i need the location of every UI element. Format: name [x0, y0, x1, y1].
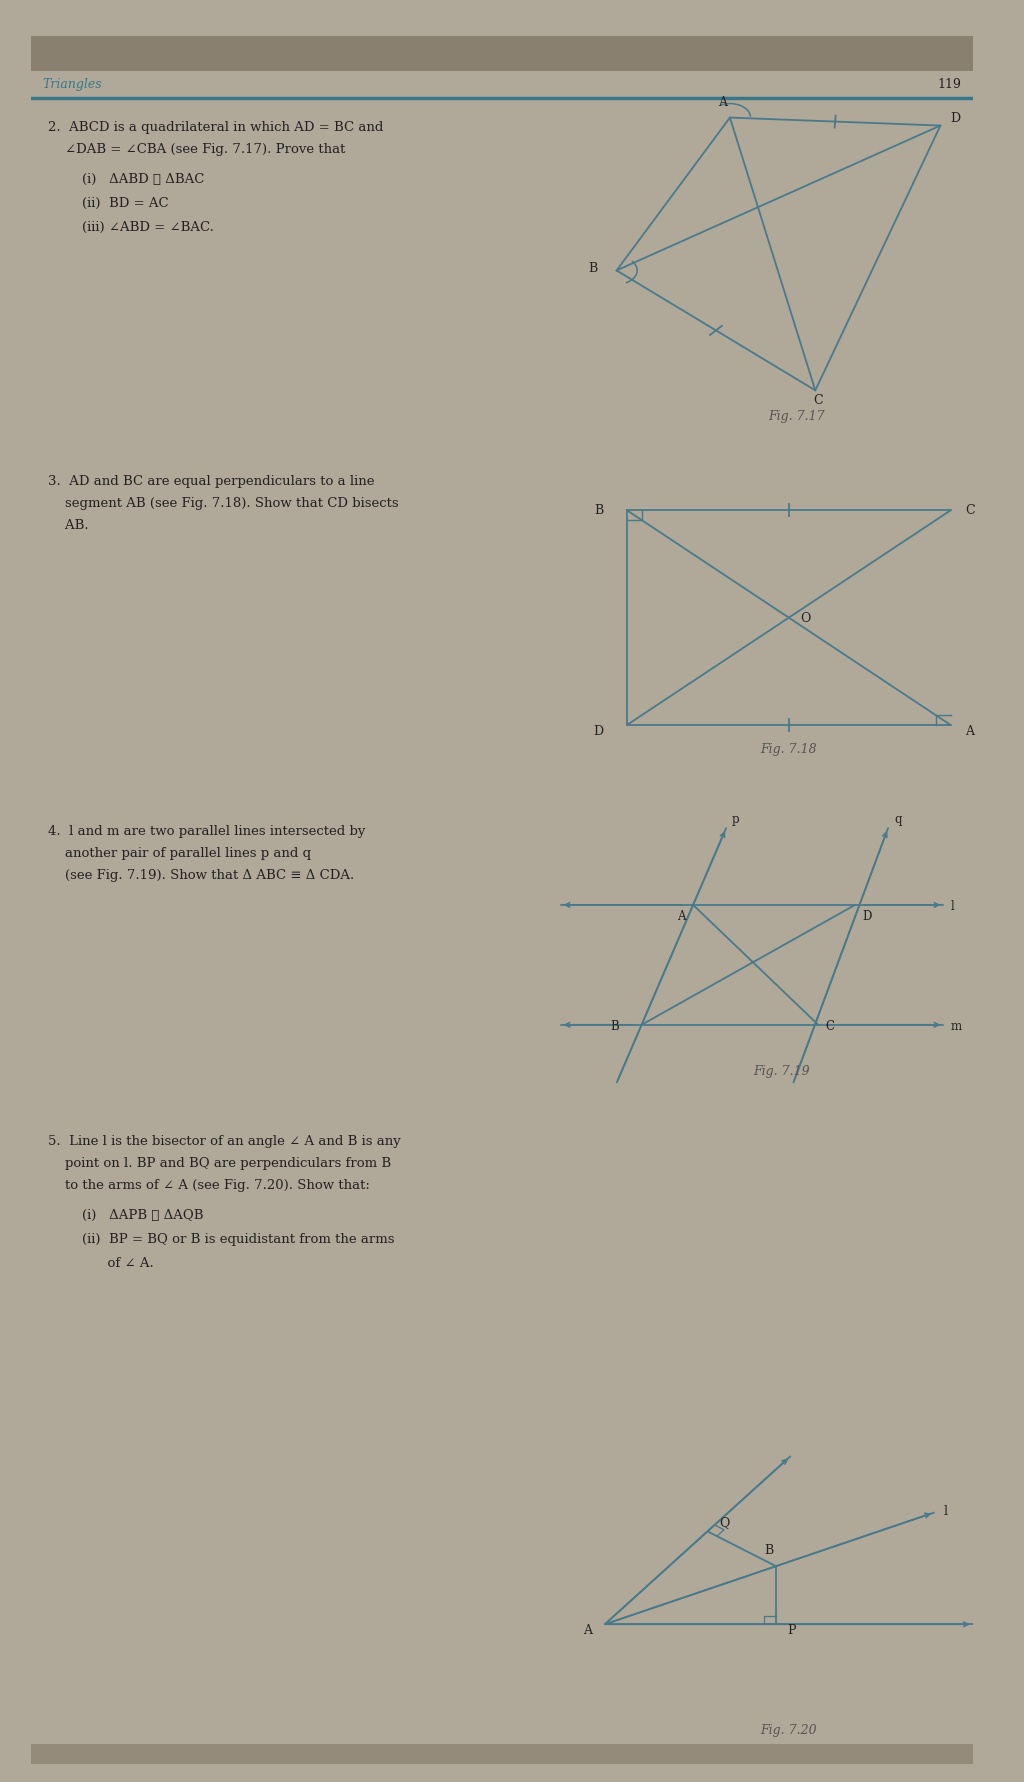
Text: 2.  ABCD is a quadrilateral in which AD = BC and: 2. ABCD is a quadrilateral in which AD =… — [48, 121, 384, 134]
Text: ∠DAB = ∠CBA (see Fig. 7.17). Prove that: ∠DAB = ∠CBA (see Fig. 7.17). Prove that — [48, 143, 346, 155]
Text: A: A — [966, 725, 975, 738]
Text: 119: 119 — [937, 78, 962, 91]
Text: point on l. BP and BQ are perpendiculars from B: point on l. BP and BQ are perpendiculars… — [48, 1157, 391, 1169]
Text: 4.  l and m are two parallel lines intersected by: 4. l and m are two parallel lines inters… — [48, 825, 366, 838]
Text: B: B — [594, 504, 603, 517]
Text: A: A — [677, 911, 686, 923]
Text: 3.  AD and BC are equal perpendiculars to a line: 3. AD and BC are equal perpendiculars to… — [48, 476, 375, 488]
Text: A: A — [583, 1623, 592, 1638]
Text: m: m — [950, 1021, 962, 1034]
Text: p: p — [732, 813, 739, 827]
Text: to the arms of ∠ A (see Fig. 7.20). Show that:: to the arms of ∠ A (see Fig. 7.20). Show… — [48, 1178, 371, 1192]
Text: B: B — [610, 1019, 620, 1034]
Text: Q: Q — [719, 1516, 730, 1529]
Text: Triangles: Triangles — [43, 78, 102, 91]
Text: (iii) ∠ABD = ∠BAC.: (iii) ∠ABD = ∠BAC. — [82, 221, 214, 233]
Text: of ∠ A.: of ∠ A. — [82, 1256, 154, 1269]
Text: q: q — [894, 813, 901, 827]
Text: (see Fig. 7.19). Show that Δ ABC ≡ Δ CDA.: (see Fig. 7.19). Show that Δ ABC ≡ Δ CDA… — [48, 870, 354, 882]
Text: Fig. 7.17: Fig. 7.17 — [768, 410, 824, 424]
Text: B: B — [589, 262, 598, 276]
Text: C: C — [966, 504, 975, 517]
Text: Fig. 7.19: Fig. 7.19 — [753, 1066, 810, 1078]
Text: A: A — [718, 96, 727, 109]
Text: l: l — [944, 1506, 948, 1518]
Text: (ii)  BP = BQ or B is equidistant from the arms: (ii) BP = BQ or B is equidistant from th… — [82, 1233, 394, 1246]
Text: P: P — [787, 1623, 797, 1638]
Text: AB.: AB. — [48, 519, 89, 533]
Text: C: C — [813, 394, 823, 408]
Text: O: O — [801, 611, 811, 625]
Polygon shape — [31, 1745, 973, 1764]
Text: (i)   ΔABD ≅ ΔBAC: (i) ΔABD ≅ ΔBAC — [82, 173, 205, 185]
Text: Fig. 7.18: Fig. 7.18 — [761, 743, 817, 756]
Text: (ii)  BD = AC: (ii) BD = AC — [82, 196, 169, 210]
Text: l: l — [950, 900, 954, 914]
Text: Fig. 7.20: Fig. 7.20 — [761, 1725, 817, 1737]
Text: C: C — [825, 1019, 835, 1034]
Polygon shape — [31, 36, 973, 71]
Text: segment AB (see Fig. 7.18). Show that CD bisects: segment AB (see Fig. 7.18). Show that CD… — [48, 497, 399, 510]
Text: 5.  Line l is the bisector of an angle ∠ A and B is any: 5. Line l is the bisector of an angle ∠ … — [48, 1135, 401, 1148]
Text: another pair of parallel lines p and q: another pair of parallel lines p and q — [48, 846, 311, 861]
Text: D: D — [862, 911, 871, 923]
Text: D: D — [593, 725, 603, 738]
Text: (i)   ΔAPB ≅ ΔAQB: (i) ΔAPB ≅ ΔAQB — [82, 1208, 204, 1222]
Text: B: B — [764, 1545, 773, 1557]
Text: D: D — [950, 112, 961, 125]
